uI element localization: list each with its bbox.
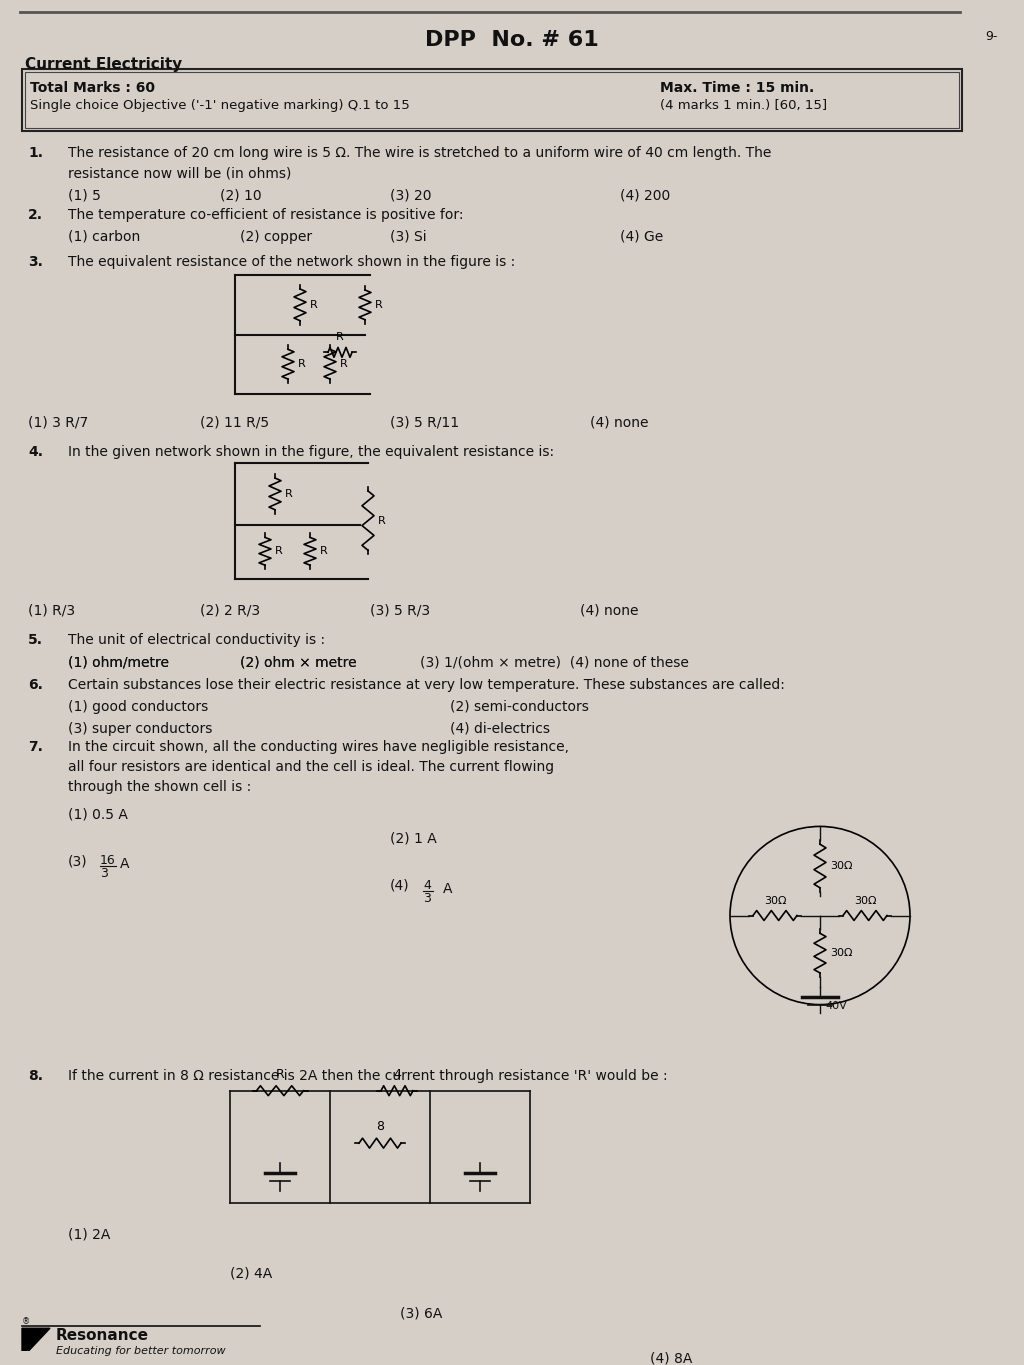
Text: (2) 4A: (2) 4A	[230, 1267, 272, 1280]
Text: (2) 1 A: (2) 1 A	[390, 831, 437, 845]
Text: Educating for better tomorrow: Educating for better tomorrow	[56, 1346, 225, 1355]
Text: In the given network shown in the figure, the equivalent resistance is:: In the given network shown in the figure…	[68, 445, 554, 460]
Text: A: A	[120, 857, 129, 871]
Text: 3: 3	[423, 891, 431, 905]
Text: The resistance of 20 cm long wire is 5 Ω. The wire is stretched to a uniform wir: The resistance of 20 cm long wire is 5 Ω…	[68, 146, 771, 161]
Text: (3) Si: (3) Si	[390, 229, 427, 243]
Text: 3: 3	[100, 867, 108, 880]
Text: (4) 200: (4) 200	[620, 188, 671, 202]
Text: 4: 4	[393, 1067, 401, 1081]
Text: 30Ω: 30Ω	[854, 895, 877, 905]
Text: 30Ω: 30Ω	[764, 895, 786, 905]
Text: R: R	[275, 1067, 285, 1081]
Text: (1) good conductors: (1) good conductors	[68, 700, 208, 714]
Text: 8.: 8.	[28, 1069, 43, 1082]
Text: The temperature co-efficient of resistance is positive for:: The temperature co-efficient of resistan…	[68, 207, 464, 222]
Text: (2) ohm × metre: (2) ohm × metre	[240, 655, 356, 669]
Text: R: R	[310, 300, 317, 310]
Polygon shape	[22, 1328, 50, 1358]
Text: R: R	[378, 516, 386, 526]
Text: Resonance: Resonance	[56, 1328, 150, 1343]
Text: (4) 8A: (4) 8A	[650, 1351, 692, 1365]
Text: (3) 6A: (3) 6A	[400, 1306, 442, 1320]
Text: (4): (4)	[390, 879, 410, 893]
Text: The unit of electrical conductivity is :: The unit of electrical conductivity is :	[68, 633, 326, 647]
Text: 30Ω: 30Ω	[830, 861, 853, 871]
Text: (3) 5 R/11: (3) 5 R/11	[390, 416, 459, 430]
Text: Certain substances lose their electric resistance at very low temperature. These: Certain substances lose their electric r…	[68, 678, 784, 692]
Text: Max. Time : 15 min.: Max. Time : 15 min.	[660, 81, 814, 96]
Text: A: A	[443, 882, 453, 895]
Text: (3): (3)	[68, 854, 88, 868]
Text: R: R	[298, 359, 306, 369]
Text: 2.: 2.	[28, 207, 43, 222]
Text: R: R	[336, 333, 344, 343]
Text: 4.: 4.	[28, 445, 43, 460]
Text: (4) none: (4) none	[590, 416, 648, 430]
Text: R: R	[340, 359, 348, 369]
Text: Total Marks : 60: Total Marks : 60	[30, 81, 155, 96]
Text: 4: 4	[423, 879, 431, 891]
Text: 7.: 7.	[28, 740, 43, 755]
Text: 16: 16	[100, 854, 116, 867]
Text: (1) carbon: (1) carbon	[68, 229, 140, 243]
Text: (4) di-electrics: (4) di-electrics	[450, 722, 550, 736]
Text: (3) 5 R/3: (3) 5 R/3	[370, 603, 430, 618]
Text: 5.: 5.	[28, 633, 43, 647]
Text: (1) ohm/metre: (1) ohm/metre	[68, 655, 169, 669]
Text: (2) 11 R/5: (2) 11 R/5	[200, 416, 269, 430]
Text: 40V: 40V	[825, 1001, 847, 1010]
Text: (2) semi-conductors: (2) semi-conductors	[450, 700, 589, 714]
Text: resistance now will be (in ohms): resistance now will be (in ohms)	[68, 167, 292, 180]
Text: (1) 5: (1) 5	[68, 188, 101, 202]
Text: through the shown cell is :: through the shown cell is :	[68, 779, 251, 794]
Text: (1) 0.5 A: (1) 0.5 A	[68, 808, 128, 822]
Text: DPP  No. # 61: DPP No. # 61	[425, 30, 599, 49]
Text: Single choice Objective ('-1' negative marking) Q.1 to 15: Single choice Objective ('-1' negative m…	[30, 100, 410, 112]
Text: R: R	[285, 489, 293, 498]
Text: (4) Ge: (4) Ge	[620, 229, 664, 243]
Text: (1) 3 R/7: (1) 3 R/7	[28, 416, 88, 430]
Text: ®: ®	[22, 1317, 31, 1327]
Text: (2) 10: (2) 10	[220, 188, 261, 202]
Text: 30Ω: 30Ω	[830, 949, 853, 958]
Text: 9-: 9-	[985, 30, 997, 42]
Text: all four resistors are identical and the cell is ideal. The current flowing: all four resistors are identical and the…	[68, 760, 554, 774]
Text: R: R	[375, 300, 383, 310]
Text: The equivalent resistance of the network shown in the figure is :: The equivalent resistance of the network…	[68, 255, 515, 269]
Text: (4 marks 1 min.) [60, 15]: (4 marks 1 min.) [60, 15]	[660, 100, 827, 112]
Text: R: R	[319, 546, 328, 557]
Text: 8: 8	[376, 1121, 384, 1133]
Text: In the circuit shown, all the conducting wires have negligible resistance,: In the circuit shown, all the conducting…	[68, 740, 569, 755]
Text: (3) super conductors: (3) super conductors	[68, 722, 212, 736]
Text: (1) ohm/metre: (1) ohm/metre	[68, 655, 169, 669]
Text: R: R	[275, 546, 283, 557]
Text: 1.: 1.	[28, 146, 43, 161]
Text: (2) 2 R/3: (2) 2 R/3	[200, 603, 260, 618]
Text: (3) 20: (3) 20	[390, 188, 431, 202]
Text: (1) R/3: (1) R/3	[28, 603, 75, 618]
Text: (2) ohm × metre: (2) ohm × metre	[240, 655, 356, 669]
Text: (4) none: (4) none	[580, 603, 639, 618]
Text: (1) 2A: (1) 2A	[68, 1227, 111, 1241]
Text: (2) copper: (2) copper	[240, 229, 312, 243]
Text: (3) 1/(ohm × metre)  (4) none of these: (3) 1/(ohm × metre) (4) none of these	[420, 655, 689, 669]
Text: If the current in 8 Ω resistance is 2A then the current through resistance 'R' w: If the current in 8 Ω resistance is 2A t…	[68, 1069, 668, 1082]
Text: Current Electricity: Current Electricity	[25, 57, 182, 72]
Text: 3.: 3.	[28, 255, 43, 269]
Text: 6.: 6.	[28, 678, 43, 692]
